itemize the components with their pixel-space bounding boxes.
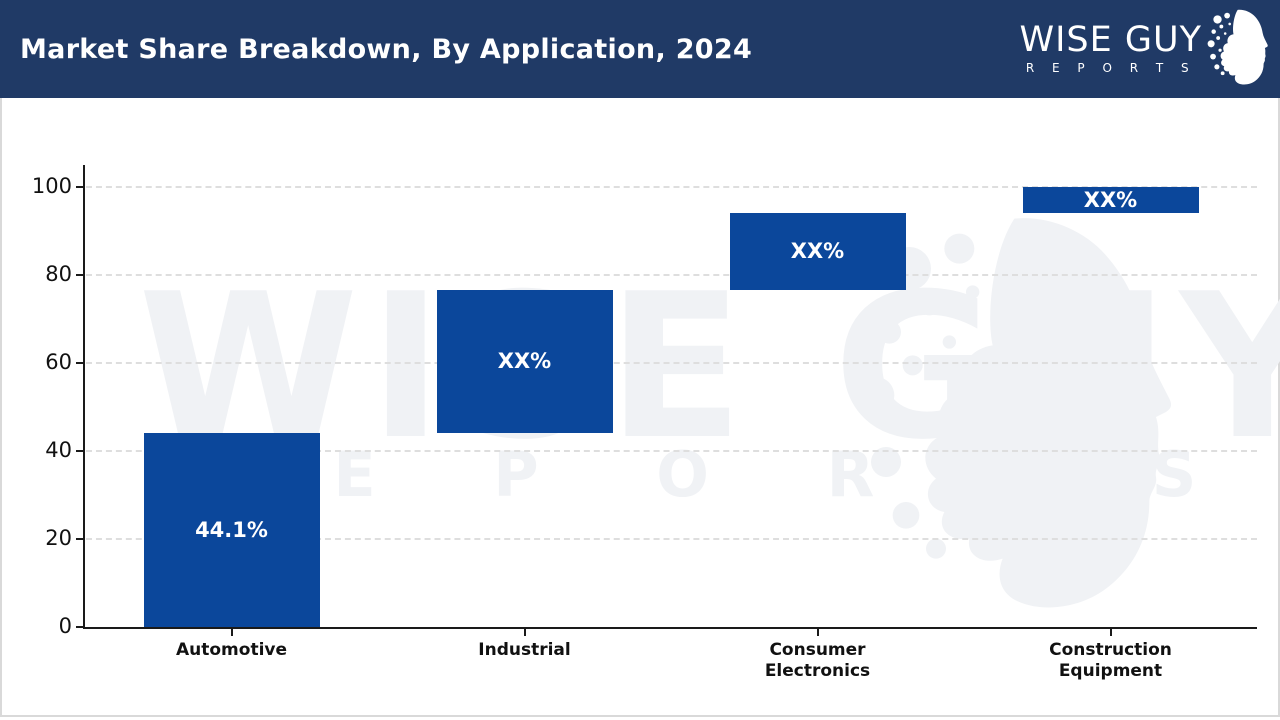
y-tick-mark [76,538,84,540]
x-tick-mark [1109,629,1112,636]
x-category-label-line: Equipment [1058,661,1163,681]
y-tick-label: 40 [45,438,72,462]
x-category-label: Industrial [395,640,655,661]
x-category-label-line: Electronics [764,661,871,681]
gridline [86,362,1257,364]
brand-wordmark: WISE GUY [1019,19,1202,60]
header-bar: Market Share Breakdown, By Application, … [0,0,1280,98]
y-tick-label: 100 [31,174,72,198]
y-tick-label: 80 [45,262,72,286]
x-category-label-line: Consumer [769,640,866,660]
y-tick-label: 0 [58,614,72,638]
brand-logo-text: WISE GUY R E P O R T S [1019,20,1202,75]
x-category-label-line: Industrial [478,640,571,660]
bar-value-label: XX% [1083,187,1138,212]
y-tick-mark [76,186,84,188]
page-title: Market Share Breakdown, By Application, … [20,33,753,65]
y-tick-label: 60 [45,350,72,374]
bar: 44.1% [143,432,320,627]
bar-value-label: XX% [790,239,845,264]
x-category-label-line: Automotive [175,640,288,660]
bar: XX% [1022,187,1199,213]
gridline [86,186,1257,188]
gridline [86,274,1257,276]
gridline [86,538,1257,540]
x-tick-mark [523,629,526,636]
x-tick-mark [230,629,233,636]
gridline [86,450,1257,452]
y-tick-mark [76,626,84,628]
bar-value-label: 44.1% [195,517,268,542]
x-category-label: Construction Equipment [981,640,1241,682]
x-category-label-line: Construction [1049,640,1172,660]
brand-reports-text: R E P O R T S [1025,60,1196,75]
y-tick-mark [76,362,84,364]
bar: XX% [436,289,613,433]
brand-face-icon [1206,8,1270,86]
y-tick-label: 20 [45,526,72,550]
x-category-label: Consumer Electronics [688,640,948,682]
x-tick-mark [816,629,819,636]
brand-logo: WISE GUY R E P O R T S [1019,8,1270,86]
y-tick-mark [76,450,84,452]
bar: XX% [729,212,906,290]
bar-value-label: XX% [497,349,552,374]
x-category-label: Automotive [102,640,362,661]
y-axis-spine [83,165,85,629]
x-axis-spine [83,627,1257,629]
y-tick-mark [76,274,84,276]
